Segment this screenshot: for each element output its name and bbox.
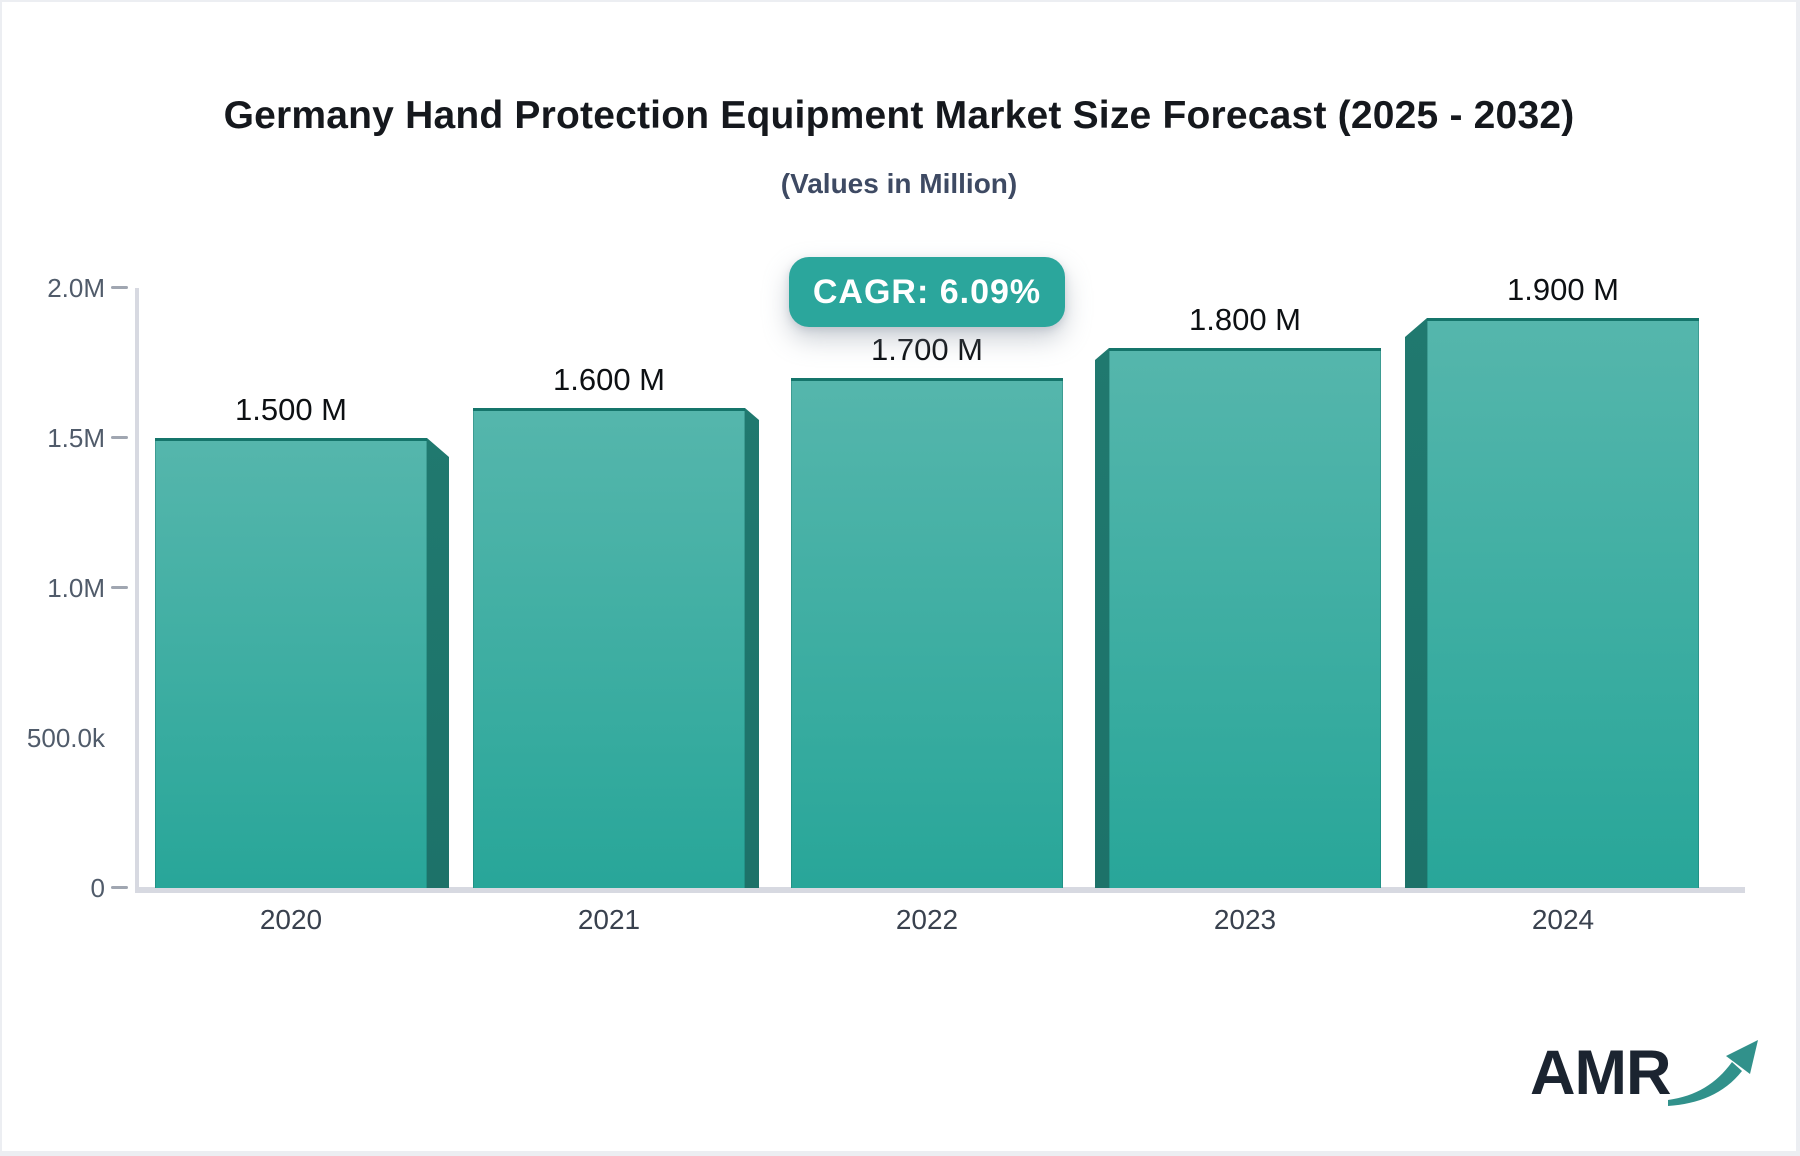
bar-value-label: 1.800 M (1188, 302, 1301, 337)
amr-logo-text: AMR (1530, 1037, 1671, 1108)
cagr-badge: CAGR: 6.09% (789, 257, 1065, 327)
bar-3d-side-2020 (427, 438, 449, 888)
bar-2021[interactable] (473, 408, 745, 888)
x-axis-label-2024: 2024 (1531, 904, 1595, 935)
y-tick-label: 1.5M (47, 423, 105, 453)
amr-logo: AMR (1530, 1030, 1770, 1116)
bar-value-label: 1.600 M (552, 362, 665, 397)
bar-2022[interactable] (791, 378, 1063, 888)
bar-2020[interactable] (155, 438, 427, 888)
x-axis-line (135, 887, 1745, 893)
chart-title: Germany Hand Protection Equipment Market… (223, 94, 1575, 137)
y-tick-mark (111, 286, 128, 289)
bar-3d-side-2023 (1095, 348, 1109, 888)
y-tick-mark (111, 436, 128, 439)
bar-2023[interactable] (1109, 348, 1381, 888)
bar-value-label: 1.900 M (1506, 272, 1619, 307)
y-axis-line (135, 288, 139, 893)
x-axis-label-2023: 2023 (1213, 904, 1277, 935)
y-tick-mark (111, 886, 128, 889)
y-tick-mark (111, 586, 128, 589)
bar-3d-side-2024 (1405, 318, 1427, 888)
bar-value-label: 1.500 M (234, 392, 347, 427)
x-axis-label-2022: 2022 (895, 904, 959, 935)
y-tick-label: 1.0M (47, 573, 105, 603)
x-axis-label-2021: 2021 (577, 904, 641, 935)
bar-2024[interactable] (1427, 318, 1699, 888)
growth-arrow-icon (1668, 1040, 1759, 1106)
y-tick-label: 2.0M (47, 273, 105, 303)
cagr-badge-label: CAGR: 6.09% (812, 272, 1042, 311)
chart-subtitle: (Values in Million) (780, 168, 1018, 199)
x-axis-label-2020: 2020 (259, 904, 323, 935)
bar-value-label: 1.700 M (870, 332, 983, 367)
bar-3d-side-2021 (745, 408, 759, 888)
y-tick-label: 0 (90, 873, 105, 903)
y-tick-label: 500.0k (26, 723, 105, 753)
